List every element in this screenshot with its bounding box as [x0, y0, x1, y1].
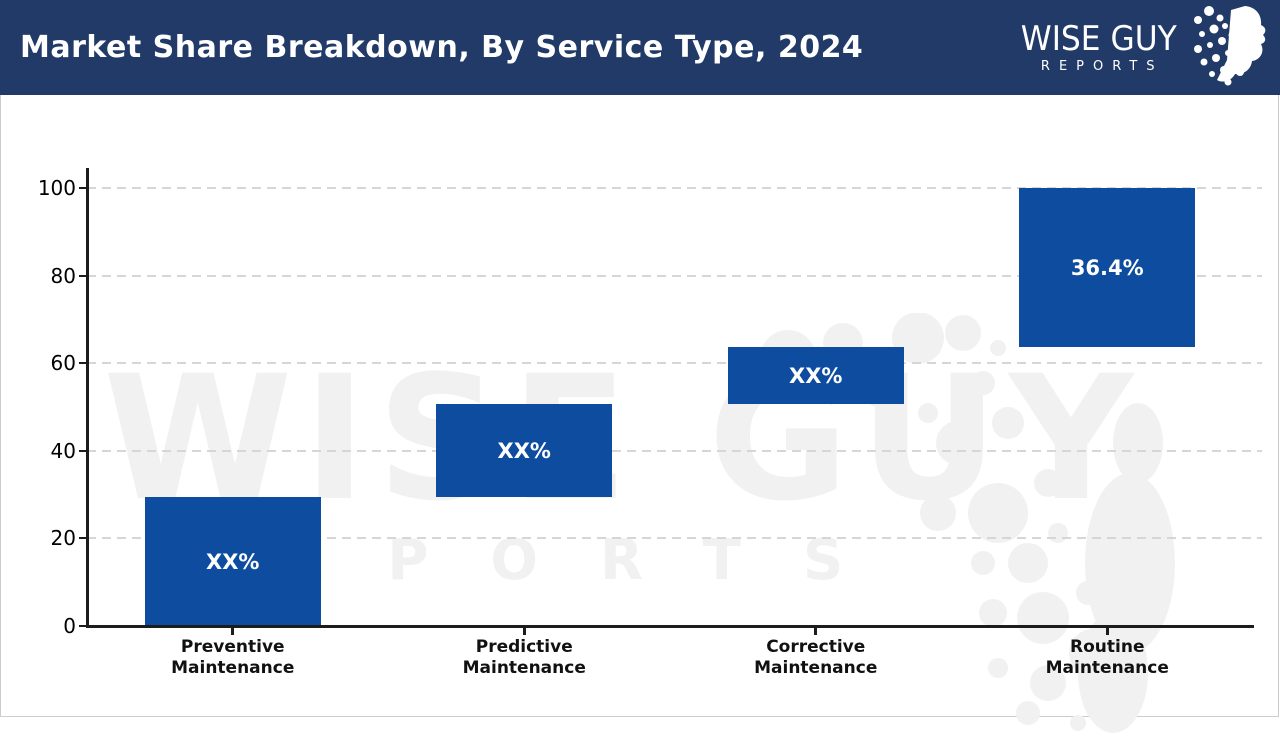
bar-segment: XX%	[436, 404, 613, 498]
y-tick-label: 100	[37, 176, 76, 200]
bar-value-label: 36.4%	[1070, 255, 1144, 280]
bar-value-label: XX%	[789, 363, 843, 388]
bar-segment: 36.4%	[1019, 188, 1196, 348]
y-tick-label: 0	[63, 614, 76, 638]
bar-value-label: XX%	[206, 549, 260, 574]
x-tick-mark	[231, 628, 235, 635]
logo-text-main: WISE GUY	[1021, 19, 1178, 59]
y-axis-line	[86, 168, 89, 627]
bar-segment: XX%	[144, 497, 321, 626]
y-tick-mark	[79, 274, 87, 277]
bar-value-label: XX%	[497, 438, 551, 463]
y-tick-label: 40	[50, 438, 76, 463]
x-tick-mark	[522, 628, 526, 635]
category-label: Predictive Maintenance	[462, 637, 586, 678]
x-axis-line	[86, 625, 1254, 628]
y-tick-mark	[79, 362, 87, 365]
gridline	[87, 274, 1262, 277]
logo-text-sub: REPORTS	[1040, 59, 1164, 74]
y-tick-mark	[79, 187, 87, 189]
bar-segment: XX%	[727, 347, 904, 405]
y-tick-mark	[79, 625, 87, 627]
category-label: Routine Maintenance	[1045, 637, 1169, 678]
category-label: Preventive Maintenance	[171, 637, 295, 678]
y-tick-label: 80	[50, 263, 76, 288]
y-tick-label: 20	[50, 526, 76, 551]
logo-wordmark: WISE GUY REPORTS	[1014, 21, 1184, 74]
x-tick-mark	[814, 628, 818, 635]
header: Market Share Breakdown, By Service Type,…	[0, 0, 1280, 95]
brand-logo: WISE GUY REPORTS	[1014, 0, 1266, 95]
y-tick-mark	[79, 449, 87, 452]
y-tick-mark	[79, 537, 87, 540]
gridline	[87, 537, 1262, 540]
y-tick-label: 60	[50, 351, 76, 376]
x-tick-mark	[1105, 628, 1109, 635]
gridline	[87, 449, 1262, 452]
chart-title: Market Share Breakdown, By Service Type,…	[20, 30, 864, 65]
gridline	[87, 362, 1262, 365]
logo-head-icon	[1194, 5, 1266, 85]
category-label: Corrective Maintenance	[754, 637, 878, 678]
gridline	[87, 187, 1262, 189]
